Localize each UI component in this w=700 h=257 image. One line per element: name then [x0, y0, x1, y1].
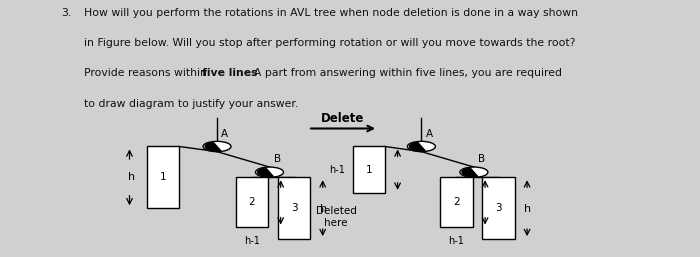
Text: . A part from answering within five lines, you are required: . A part from answering within five line… — [247, 68, 562, 78]
Bar — [278, 177, 310, 239]
Text: five lines: five lines — [202, 68, 257, 78]
Text: Deleted
here: Deleted here — [316, 206, 356, 228]
Text: h: h — [320, 205, 327, 214]
Text: A: A — [221, 129, 228, 139]
Circle shape — [256, 167, 284, 177]
Text: Provide reasons within: Provide reasons within — [84, 68, 211, 78]
Bar — [147, 146, 179, 208]
Bar — [353, 146, 385, 193]
Text: 3: 3 — [495, 203, 502, 213]
Text: B: B — [274, 154, 281, 164]
Text: h-1: h-1 — [330, 165, 345, 175]
Text: h: h — [524, 205, 531, 214]
Text: in Figure below. Will you stop after performing rotation or will you move toward: in Figure below. Will you stop after per… — [84, 38, 575, 48]
Bar — [482, 177, 514, 239]
Text: 1: 1 — [160, 172, 167, 182]
Text: B: B — [478, 154, 485, 164]
Bar — [236, 177, 268, 227]
Polygon shape — [410, 142, 425, 151]
Text: 3: 3 — [290, 203, 298, 213]
Polygon shape — [462, 168, 477, 177]
Text: A: A — [426, 129, 433, 139]
Text: 2: 2 — [453, 197, 460, 207]
Circle shape — [203, 141, 231, 152]
Circle shape — [460, 167, 488, 177]
Text: 1: 1 — [365, 165, 372, 175]
Text: to draw diagram to justify your answer.: to draw diagram to justify your answer. — [84, 99, 298, 109]
Text: h-1: h-1 — [244, 236, 260, 246]
Text: Delete: Delete — [321, 112, 365, 125]
Text: 3.: 3. — [62, 8, 72, 18]
Circle shape — [407, 141, 435, 152]
Text: 2: 2 — [248, 197, 256, 207]
Polygon shape — [258, 168, 273, 177]
Text: h: h — [128, 172, 135, 182]
Text: h-1: h-1 — [449, 236, 464, 246]
Polygon shape — [205, 142, 220, 151]
Text: How will you perform the rotations in AVL tree when node deletion is done in a w: How will you perform the rotations in AV… — [84, 8, 578, 18]
Bar — [440, 177, 473, 227]
